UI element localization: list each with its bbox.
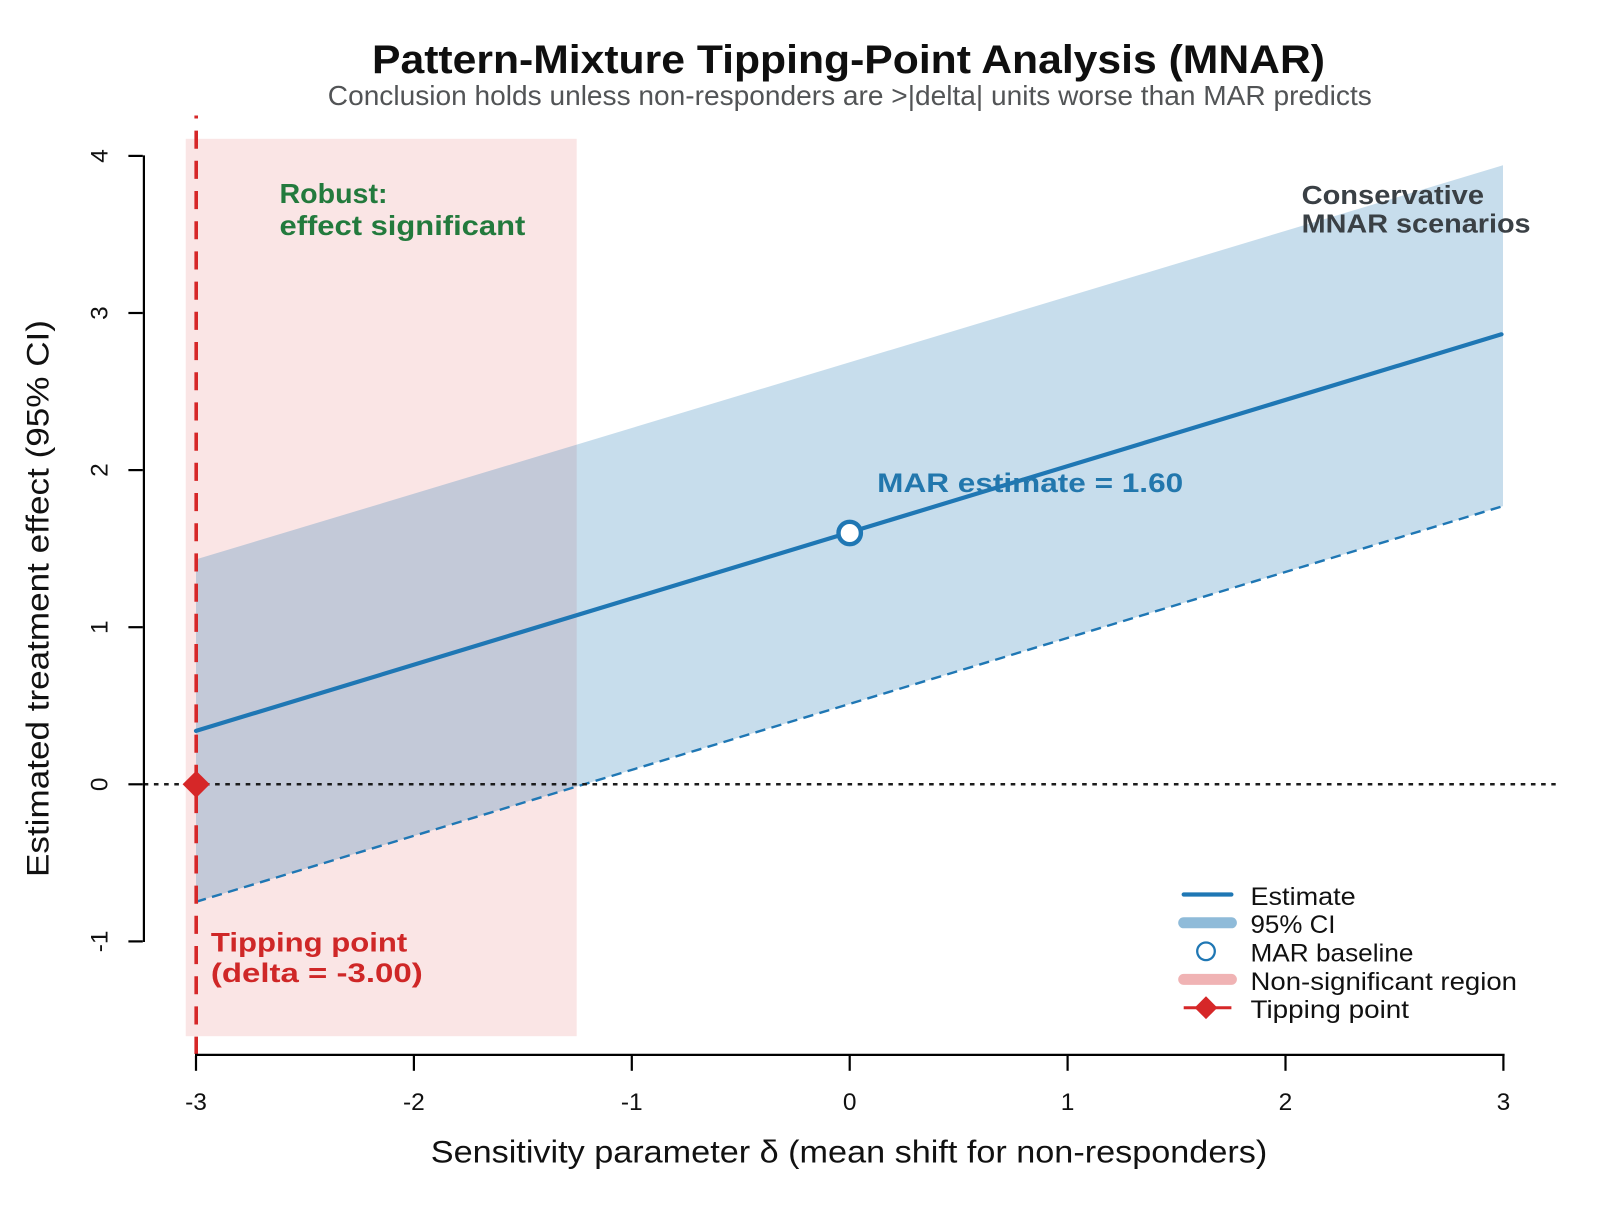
svg-text:1: 1 (87, 620, 114, 634)
svg-text:95% CI: 95% CI (1251, 911, 1336, 939)
svg-text:-1: -1 (87, 931, 114, 953)
svg-text:Estimated treatment effect (95: Estimated treatment effect (95% CI) (19, 320, 55, 877)
svg-text:Pattern-Mixture Tipping-Point: Pattern-Mixture Tipping-Point Analysis (… (372, 38, 1325, 82)
svg-text:MAR baseline: MAR baseline (1251, 940, 1414, 968)
svg-text:2: 2 (87, 463, 114, 477)
svg-text:-2: -2 (403, 1089, 425, 1116)
svg-text:MNAR scenarios: MNAR scenarios (1302, 211, 1531, 239)
svg-text:MAR estimate = 1.60: MAR estimate = 1.60 (877, 468, 1183, 498)
svg-text:-1: -1 (621, 1089, 643, 1116)
svg-text:Tipping point: Tipping point (1251, 996, 1410, 1024)
svg-text:3: 3 (87, 306, 114, 320)
svg-text:Conservative: Conservative (1302, 182, 1484, 210)
svg-text:0: 0 (87, 777, 114, 791)
svg-text:3: 3 (1497, 1089, 1511, 1116)
svg-text:Tipping point: Tipping point (211, 928, 408, 958)
svg-text:0: 0 (843, 1089, 857, 1116)
svg-text:-3: -3 (185, 1089, 207, 1116)
svg-text:4: 4 (87, 149, 114, 163)
svg-text:Sensitivity parameter δ (mean: Sensitivity parameter δ (mean shift for … (431, 1134, 1268, 1170)
svg-text:2: 2 (1279, 1089, 1293, 1116)
svg-text:Estimate: Estimate (1251, 883, 1356, 911)
svg-text:(delta = -3.00): (delta = -3.00) (211, 958, 423, 988)
svg-text:1: 1 (1061, 1089, 1075, 1116)
svg-text:effect significant: effect significant (280, 209, 526, 241)
svg-text:Conclusion holds unless non-re: Conclusion holds unless non-responders a… (328, 80, 1372, 111)
svg-text:Robust:: Robust: (280, 177, 388, 209)
svg-text:Non-significant region: Non-significant region (1251, 968, 1518, 996)
